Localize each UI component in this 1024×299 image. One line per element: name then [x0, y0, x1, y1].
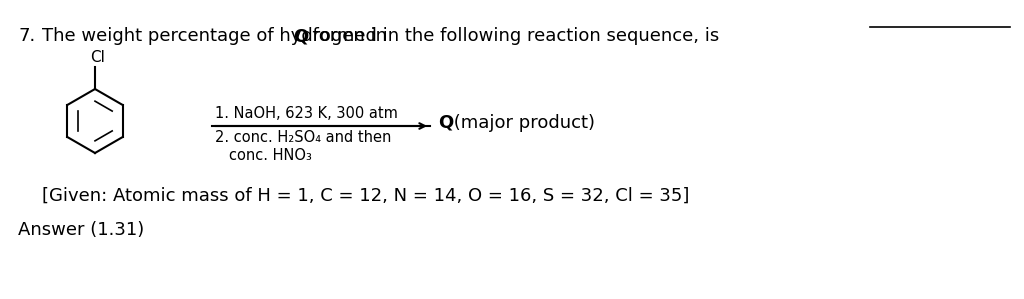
- Text: conc. HNO₃: conc. HNO₃: [229, 148, 312, 163]
- Text: Q: Q: [438, 114, 454, 132]
- Text: [Given: Atomic mass of H = 1, C = 12, N = 14, O = 16, S = 32, Cl = 35]: [Given: Atomic mass of H = 1, C = 12, N …: [42, 187, 689, 205]
- Text: Q: Q: [294, 27, 309, 45]
- Text: Answer (1.31): Answer (1.31): [18, 221, 144, 239]
- Text: , formed in the following reaction sequence, is: , formed in the following reaction seque…: [301, 27, 720, 45]
- Text: 1. NaOH, 623 K, 300 atm: 1. NaOH, 623 K, 300 atm: [215, 106, 398, 121]
- Text: (major product): (major product): [449, 114, 595, 132]
- Text: 7.: 7.: [18, 27, 35, 45]
- Text: Cl: Cl: [90, 50, 104, 65]
- Text: The weight percentage of hydrogen in: The weight percentage of hydrogen in: [42, 27, 393, 45]
- Text: 2. conc. H₂SO₄ and then: 2. conc. H₂SO₄ and then: [215, 130, 391, 145]
